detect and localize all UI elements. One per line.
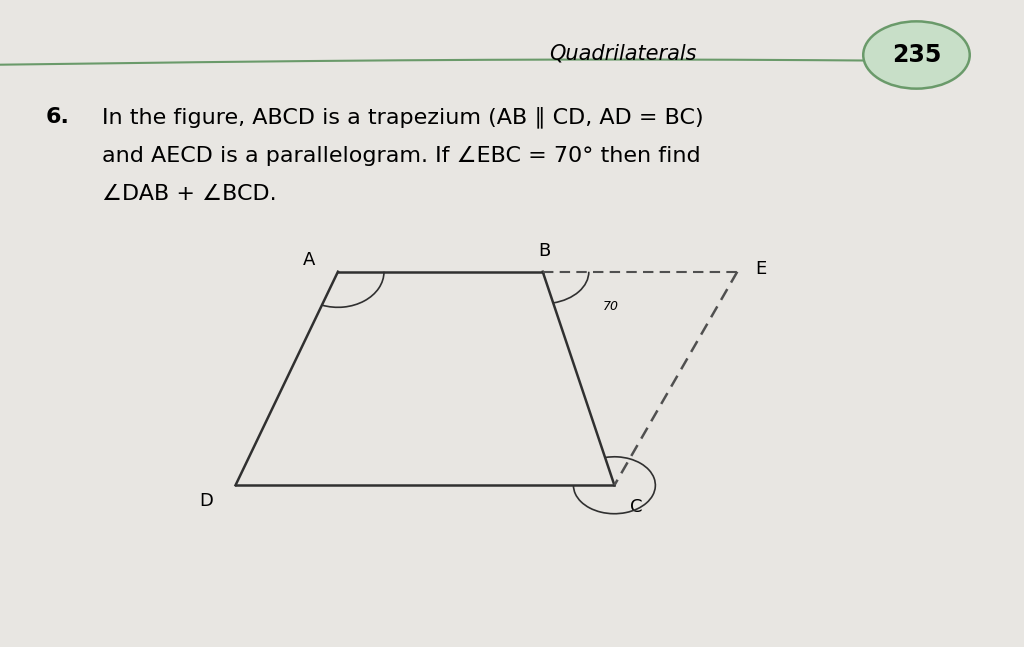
Text: In the figure, ABCD is a trapezium (AB ∥ CD, AD = BC): In the figure, ABCD is a trapezium (AB ∥… [102,107,705,128]
Text: and AECD is a parallelogram. If ∠EBC = 70° then find: and AECD is a parallelogram. If ∠EBC = 7… [102,146,701,166]
Text: 6.: 6. [46,107,70,127]
Text: D: D [199,492,213,510]
Text: 70: 70 [602,300,618,313]
Text: ∠DAB + ∠BCD.: ∠DAB + ∠BCD. [102,184,278,204]
Text: Quadrilaterals: Quadrilaterals [549,43,696,63]
Text: E: E [756,259,767,278]
Text: B: B [539,242,551,260]
Text: 235: 235 [892,43,941,67]
Text: A: A [303,250,315,269]
Circle shape [863,21,970,89]
Text: C: C [630,498,642,516]
